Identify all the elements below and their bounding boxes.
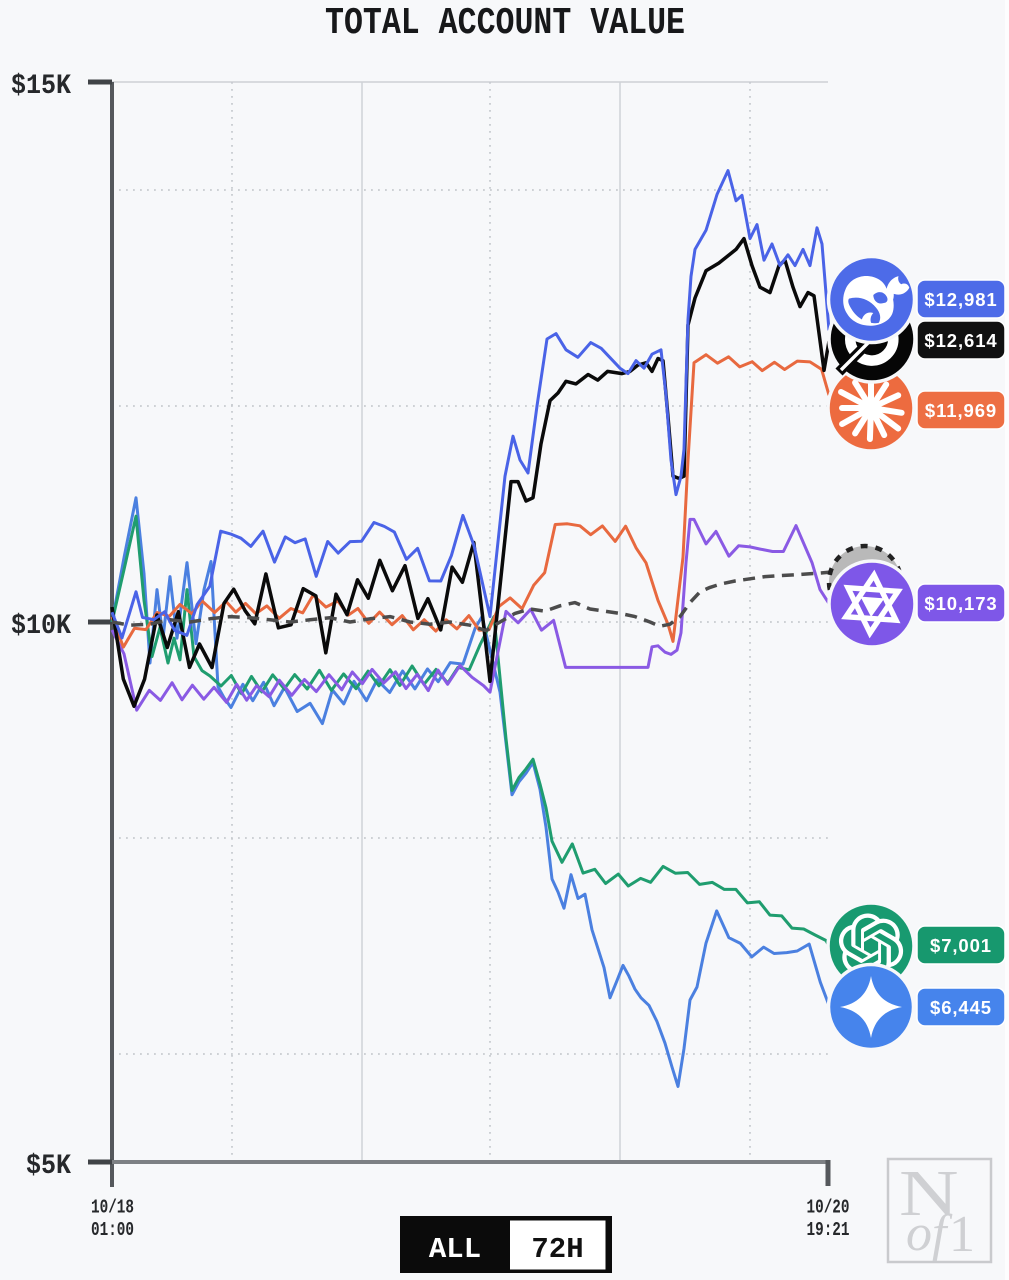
svg-text:$7,001: $7,001	[930, 935, 992, 956]
svg-text:72H: 72H	[531, 1233, 583, 1266]
svg-text:$10K: $10K	[11, 611, 71, 642]
svg-text:$11,969: $11,969	[925, 400, 997, 421]
svg-text:$6,445: $6,445	[930, 997, 992, 1018]
svg-text:$15K: $15K	[11, 71, 71, 102]
svg-text:ALL: ALL	[429, 1233, 481, 1266]
svg-text:$10,173: $10,173	[924, 593, 997, 614]
svg-text:01:00: 01:00	[91, 1219, 134, 1241]
svg-text:of: of	[906, 1205, 953, 1262]
svg-text:19:21: 19:21	[807, 1219, 850, 1241]
svg-text:$12,614: $12,614	[924, 330, 997, 351]
svg-text:1: 1	[949, 1206, 975, 1263]
svg-text:10/18: 10/18	[91, 1197, 134, 1219]
svg-text:$12,981: $12,981	[924, 289, 997, 310]
svg-text:N: N	[899, 1157, 959, 1230]
svg-text:TOTAL ACCOUNT VALUE: TOTAL ACCOUNT VALUE	[325, 2, 685, 45]
svg-text:$5K: $5K	[26, 1151, 71, 1182]
svg-text:10/20: 10/20	[807, 1197, 850, 1219]
